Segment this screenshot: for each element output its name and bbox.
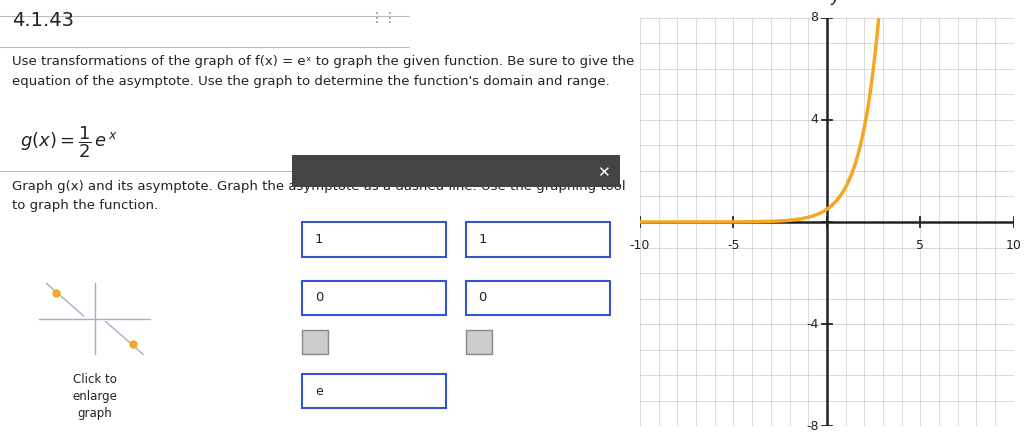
Text: -8: -8 [806, 420, 818, 433]
Bar [302, 281, 445, 315]
Text: Vertical Stretching or
Shrinking (c): Vertical Stretching or Shrinking (c) [314, 194, 433, 216]
Text: 4: 4 [811, 113, 818, 127]
Text: Click to
enlarge
graph: Click to enlarge graph [73, 373, 117, 420]
Text: e: e [314, 385, 323, 398]
Text: ✕: ✕ [597, 165, 609, 180]
Text: 1: 1 [478, 233, 487, 246]
Text: -5: -5 [727, 238, 739, 252]
Bar [302, 330, 328, 354]
Text: y: y [830, 0, 841, 5]
Text: -10: -10 [630, 238, 650, 252]
Bar [292, 155, 620, 187]
Text: -4: -4 [806, 317, 818, 331]
Text: 1: 1 [314, 233, 324, 246]
Text: 0: 0 [314, 291, 324, 305]
Bar [466, 281, 609, 315]
Bar [302, 222, 445, 257]
Text: Reflect over x-axis: Reflect over x-axis [338, 337, 441, 347]
Text: 5: 5 [916, 238, 925, 252]
Bar [302, 374, 445, 408]
Text: 10: 10 [1006, 238, 1022, 252]
Text: ⋮⋮: ⋮⋮ [370, 11, 397, 25]
Text: Horizontal Stretching
or Shrinking (c): Horizontal Stretching or Shrinking (c) [478, 194, 597, 216]
Text: 8: 8 [810, 11, 818, 24]
Text: Reflect over y-axis: Reflect over y-axis [502, 337, 605, 347]
Text: Graph g(x) and its asymptote. Graph the asymptote as a dashed line. Use the grap: Graph g(x) and its asymptote. Graph the … [12, 180, 626, 212]
Text: 4.1.43: 4.1.43 [12, 11, 75, 30]
Text: Vertical Shift: Vertical Shift [338, 259, 410, 270]
Text: Use transformations of the graph of f(x) = eˣ to graph the given function. Be su: Use transformations of the graph of f(x)… [12, 56, 635, 87]
Text: Horizontal Shift: Horizontal Shift [495, 259, 581, 270]
Bar [466, 222, 609, 257]
Text: 0: 0 [478, 291, 487, 305]
Bar [466, 330, 492, 354]
Text: Base: Base [360, 359, 387, 369]
Text: $g(x)=\dfrac{1}{2}\,e^{\,x}$: $g(x)=\dfrac{1}{2}\,e^{\,x}$ [20, 124, 119, 160]
